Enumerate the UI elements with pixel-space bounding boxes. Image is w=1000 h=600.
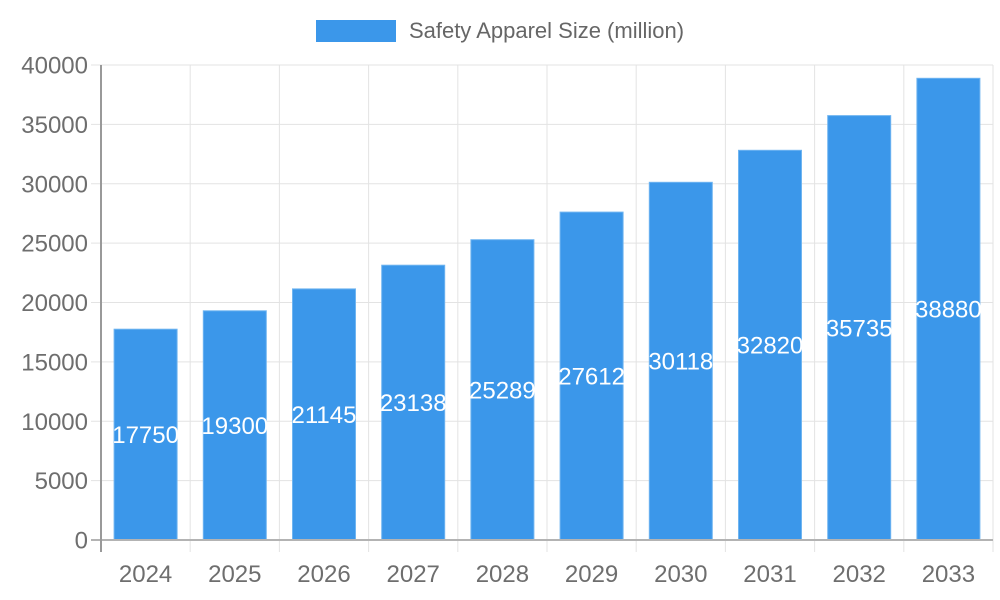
- y-axis-tick-label: 15000: [21, 349, 88, 376]
- bar-value-label: 17750: [112, 422, 179, 449]
- y-axis-tick-label: 35000: [21, 112, 88, 139]
- bar-value-label: 27612: [558, 364, 625, 391]
- bar-2028[interactable]: [470, 239, 535, 541]
- y-axis-tick-label: 25000: [21, 231, 88, 258]
- bar-2031[interactable]: [738, 149, 802, 541]
- x-axis-tick-label: 2025: [208, 561, 261, 588]
- bar-2033[interactable]: [916, 77, 981, 541]
- bar-value-label: 23138: [380, 390, 447, 417]
- x-axis-tick-label: 2030: [654, 561, 707, 588]
- legend-label: Safety Apparel Size (million): [408, 18, 685, 43]
- x-axis-tick-label: 2032: [833, 561, 886, 588]
- bar-2032[interactable]: [827, 115, 892, 541]
- bar-2025[interactable]: [202, 310, 267, 541]
- y-axis-tick-label: 5000: [35, 468, 88, 495]
- y-axis-tick-label: 0: [75, 528, 88, 555]
- chart-legend[interactable]: Safety Apparel Size (million): [0, 19, 1000, 42]
- y-axis-tick-label: 20000: [21, 290, 88, 317]
- bar-value-label: 19300: [201, 413, 268, 440]
- x-axis-tick-label: 2027: [387, 561, 440, 588]
- x-axis-tick-label: 2026: [297, 561, 350, 588]
- y-axis-tick-label: 10000: [21, 409, 88, 436]
- bar-value-label: 21145: [292, 402, 357, 429]
- bar-2026[interactable]: [292, 288, 356, 541]
- bar-value-label: 35735: [826, 315, 893, 342]
- bar-2030[interactable]: [648, 181, 713, 541]
- x-axis-tick-label: 2029: [565, 561, 618, 588]
- x-axis-tick-label: 2028: [476, 561, 529, 588]
- bar-2027[interactable]: [381, 264, 446, 541]
- x-axis-tick-label: 2033: [922, 561, 975, 588]
- y-axis-tick-label: 40000: [21, 53, 88, 80]
- bar-value-label: 25289: [469, 377, 536, 404]
- bar-value-label: 30118: [648, 349, 713, 376]
- bar-2024[interactable]: [113, 328, 178, 541]
- bar-2029[interactable]: [559, 211, 624, 541]
- x-axis-tick-label: 2024: [119, 561, 172, 588]
- bar-value-label: 38880: [915, 297, 982, 324]
- legend-swatch: [315, 19, 396, 42]
- bar-value-label: 32820: [737, 333, 804, 360]
- y-axis-tick-label: 30000: [21, 171, 88, 198]
- x-axis-tick-label: 2031: [743, 561, 796, 588]
